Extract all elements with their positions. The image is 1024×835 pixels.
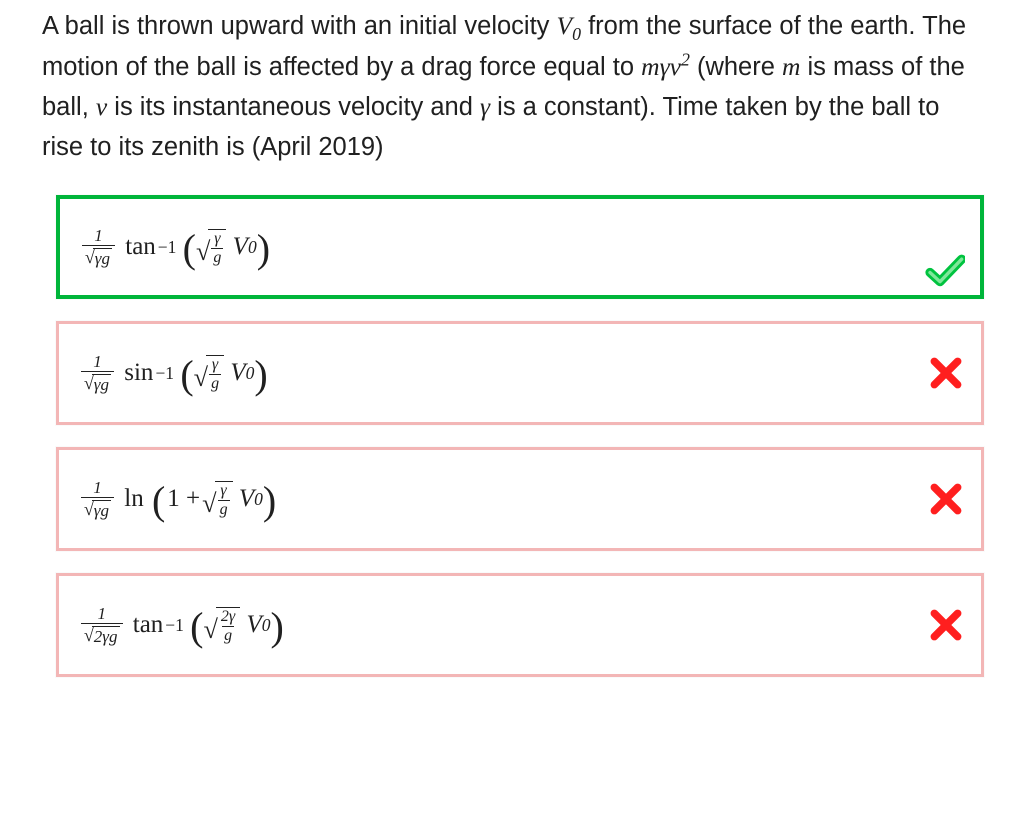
answer-option[interactable]: 1 √γg tan−1 (√ γg V0)	[56, 195, 984, 299]
option-formula: 1 √γg ln (1 + √ γg V0)	[79, 479, 276, 519]
result-wrong-mark	[923, 350, 969, 396]
v0-symbol: V0	[557, 11, 582, 40]
drag-expression: mγv2	[641, 52, 690, 81]
answer-option[interactable]: 1 √γg sin−1 (√ γg V0)	[56, 321, 984, 425]
answer-options: 1 √γg tan−1 (√ γg V0) 1 √γg sin−1 (√ γg …	[42, 195, 992, 677]
m-symbol: m	[782, 52, 800, 81]
result-wrong-mark	[923, 602, 969, 648]
question-seg: is its instantaneous velocity and	[107, 93, 480, 121]
v-symbol: v	[96, 92, 107, 121]
gamma-symbol: γ	[480, 92, 490, 121]
answer-option[interactable]: 1 √2γg tan−1 (√ 2γg V0)	[56, 573, 984, 677]
check-icon	[925, 250, 965, 290]
cross-icon	[926, 353, 966, 393]
question-seg: A ball is thrown upward with an initial …	[42, 12, 557, 40]
question-seg: (where	[690, 53, 782, 81]
option-formula: 1 √γg sin−1 (√ γg V0)	[79, 353, 268, 393]
question-text: A ball is thrown upward with an initial …	[42, 6, 972, 167]
option-formula: 1 √γg tan−1 (√ γg V0)	[80, 227, 270, 267]
result-correct-mark	[922, 247, 968, 293]
cross-icon	[926, 479, 966, 519]
cross-icon	[926, 605, 966, 645]
answer-option[interactable]: 1 √γg ln (1 + √ γg V0)	[56, 447, 984, 551]
result-wrong-mark	[923, 476, 969, 522]
option-formula: 1 √2γg tan−1 (√ 2γg V0)	[79, 605, 284, 645]
